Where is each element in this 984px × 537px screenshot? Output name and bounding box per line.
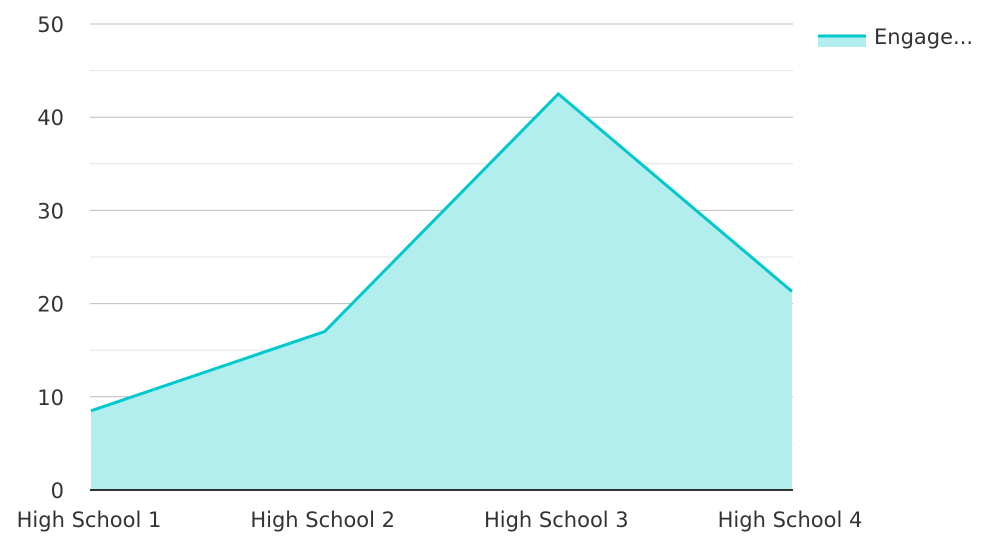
y-tick-label: 10: [37, 386, 64, 410]
x-tick-label: High School 3: [484, 508, 629, 532]
series-area-layer: [87, 90, 796, 491]
data-point-4[interactable]: [788, 287, 796, 295]
series-area-fill: [91, 93, 792, 491]
y-axis-tick-labels: 0 10 20 30 40 50: [37, 13, 64, 503]
legend-swatch-fill: [818, 36, 866, 47]
x-tick-label: High School 4: [718, 508, 863, 532]
data-point-2[interactable]: [321, 328, 329, 336]
y-tick-label: 40: [37, 106, 64, 130]
x-tick-label: High School 1: [17, 508, 162, 532]
y-tick-label: 30: [37, 199, 64, 223]
x-axis-tick-labels: High School 1 High School 2 High School 3 H…: [17, 508, 863, 532]
legend-label: Engage...: [874, 25, 973, 49]
legend[interactable]: Engage...: [818, 25, 973, 49]
x-tick-label: High School 2: [250, 508, 395, 532]
data-point-3[interactable]: [554, 90, 562, 98]
data-point-1[interactable]: [87, 407, 95, 415]
y-tick-label: 50: [37, 13, 64, 37]
series-line[interactable]: [90, 91, 793, 413]
y-tick-label: 0: [51, 479, 64, 503]
y-tick-label: 20: [37, 293, 64, 317]
